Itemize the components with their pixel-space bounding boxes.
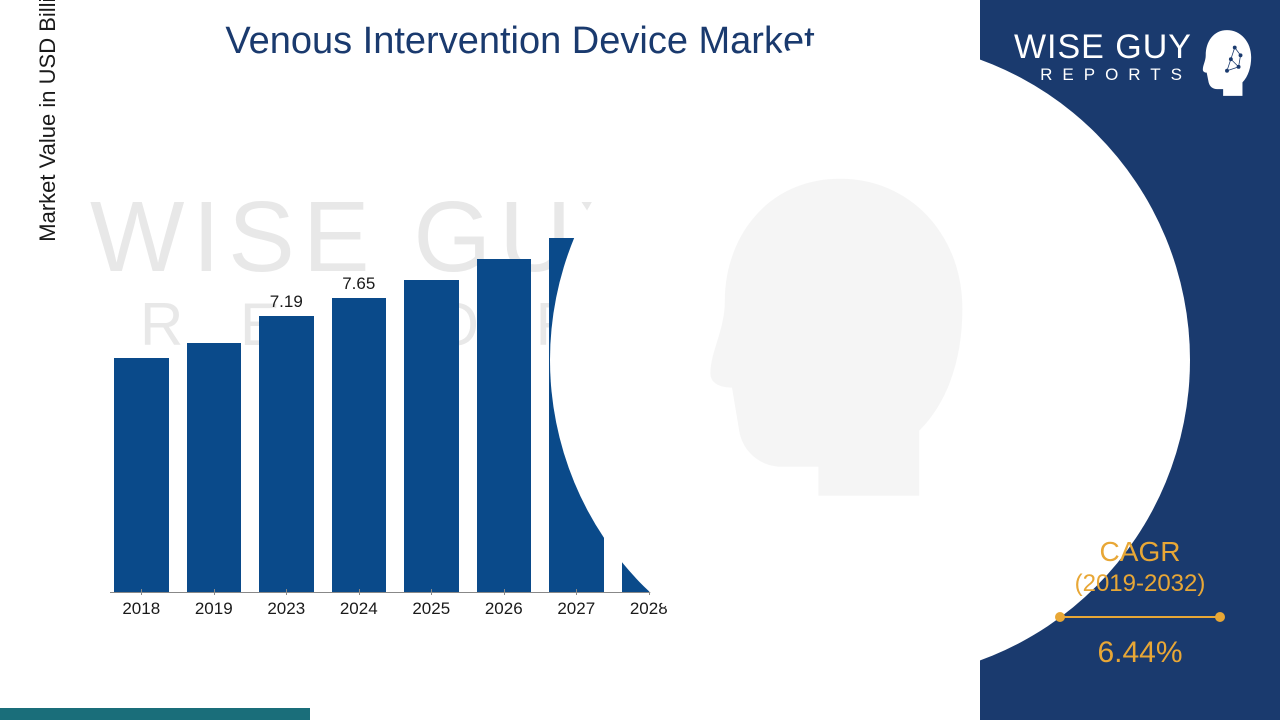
x-tick: 2019: [187, 593, 242, 633]
x-tick: 2023: [259, 593, 314, 633]
bar: [477, 259, 532, 592]
bar: [332, 298, 387, 592]
bottom-accent-bar: [0, 708, 310, 720]
cagr-label: CAGR: [1030, 536, 1250, 568]
bar: [404, 280, 459, 592]
brand-sub-text: REPORTS: [1040, 65, 1192, 85]
brand-logo: WISE GUY REPORTS: [1014, 28, 1256, 98]
bar-value-label: 7.19: [270, 292, 303, 312]
bar: [114, 358, 169, 592]
bar-value-label: 7.65: [342, 274, 375, 294]
bar-wrap: [114, 93, 169, 592]
x-tick: 2027: [549, 593, 604, 633]
brand-head-icon: [1198, 28, 1256, 98]
cagr-range: (2019-2032): [1030, 570, 1250, 598]
infographic-container: Venous Intervention Device Market WISE G…: [0, 0, 1280, 720]
bar-wrap: [404, 93, 459, 592]
x-tick: 2024: [332, 593, 387, 633]
bar-wrap: 7.65: [332, 93, 387, 592]
cagr-divider: [1060, 616, 1220, 618]
x-tick: 2018: [114, 593, 169, 633]
brand-main-text: WISE GUY: [1014, 28, 1192, 67]
x-tick: 2026: [477, 593, 532, 633]
bar-wrap: [477, 93, 532, 592]
cagr-value: 6.44%: [1030, 636, 1250, 670]
bar-wrap: 7.19: [259, 93, 314, 592]
bar: [259, 316, 314, 592]
bar-wrap: [187, 93, 242, 592]
cagr-block: CAGR (2019-2032) 6.44%: [1030, 536, 1250, 670]
bar: [187, 343, 242, 593]
x-tick: 2025: [404, 593, 459, 633]
y-axis-label: Market Value in USD Billion: [35, 0, 61, 242]
